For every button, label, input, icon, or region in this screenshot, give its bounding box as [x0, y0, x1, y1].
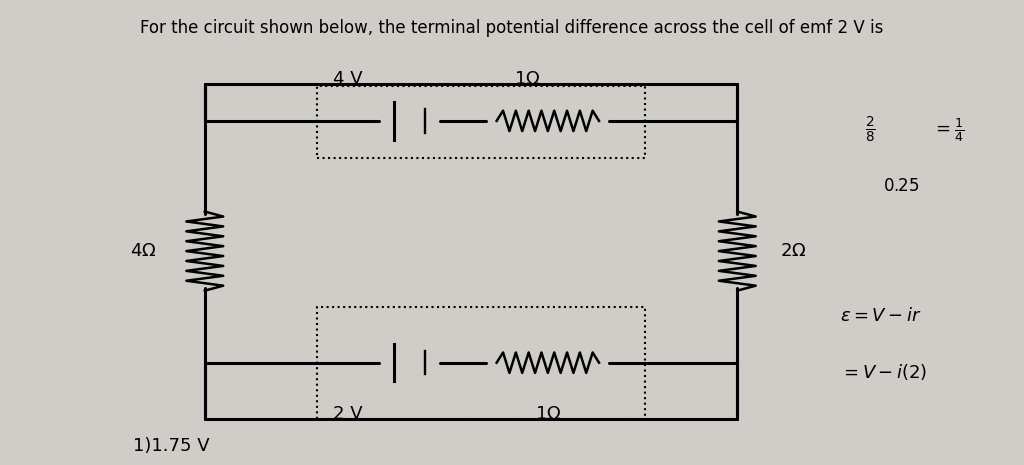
Text: $= \frac{1}{4}$: $= \frac{1}{4}$	[932, 116, 964, 144]
Text: 4$\Omega$: 4$\Omega$	[130, 242, 157, 260]
Text: For the circuit shown below, the terminal potential difference across the cell o: For the circuit shown below, the termina…	[140, 19, 884, 37]
Text: $\frac{2}{8}$: $\frac{2}{8}$	[865, 115, 876, 145]
Text: 1$\Omega$: 1$\Omega$	[535, 405, 561, 423]
Text: 1)1.75 V: 1)1.75 V	[133, 438, 210, 455]
Text: $\varepsilon = V - ir$: $\varepsilon = V - ir$	[840, 307, 922, 325]
Text: $= V - i(2)$: $= V - i(2)$	[840, 362, 927, 382]
Text: 4 V: 4 V	[334, 70, 362, 88]
Text: 2 V: 2 V	[334, 405, 362, 423]
Text: 2$\Omega$: 2$\Omega$	[780, 242, 807, 260]
Text: $0.25$: $0.25$	[883, 177, 920, 195]
Text: 1$\Omega$: 1$\Omega$	[514, 70, 541, 88]
